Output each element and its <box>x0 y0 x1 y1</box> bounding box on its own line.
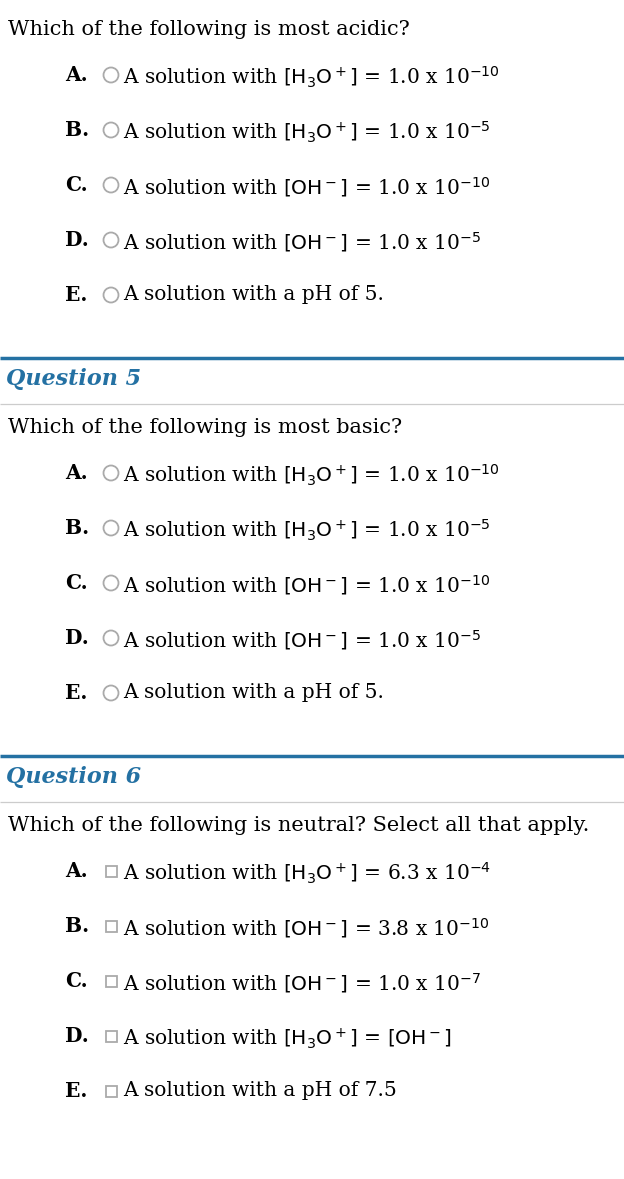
Text: A solution with $[\mathrm{H_3O^+}]$ = 1.0 x 10$^{-10}$: A solution with $[\mathrm{H_3O^+}]$ = 1.… <box>123 65 500 91</box>
Text: A solution with $[\mathrm{H_3O^+}]$ = $[\mathrm{OH^-}]$: A solution with $[\mathrm{H_3O^+}]$ = $[… <box>123 1026 452 1050</box>
Text: Question 6: Question 6 <box>6 766 141 788</box>
Text: A solution with a pH of 5.: A solution with a pH of 5. <box>123 683 384 702</box>
Text: Question 5: Question 5 <box>6 368 141 390</box>
Text: A solution with $[\mathrm{H_3O^+}]$ = 1.0 x 10$^{-5}$: A solution with $[\mathrm{H_3O^+}]$ = 1.… <box>123 120 490 145</box>
Text: D.: D. <box>65 230 89 250</box>
Text: A solution with $[\mathrm{H_3O^+}]$ = 1.0 x 10$^{-10}$: A solution with $[\mathrm{H_3O^+}]$ = 1.… <box>123 463 500 488</box>
Text: A solution with a pH of 7.5: A solution with a pH of 7.5 <box>123 1081 397 1100</box>
Text: B.: B. <box>65 518 89 538</box>
Text: C.: C. <box>65 174 87 195</box>
Text: A solution with $[\mathrm{H_3O^+}]$ = 1.0 x 10$^{-5}$: A solution with $[\mathrm{H_3O^+}]$ = 1.… <box>123 518 490 544</box>
Text: A solution with $[\mathrm{OH^-}]$ = 1.0 x 10$^{-5}$: A solution with $[\mathrm{OH^-}]$ = 1.0 … <box>123 230 481 253</box>
Text: A solution with $[\mathrm{OH^-}]$ = 3.8 x 10$^{-10}$: A solution with $[\mathrm{OH^-}]$ = 3.8 … <box>123 916 489 940</box>
Text: A solution with $[\mathrm{H_3O^+}]$ = 6.3 x 10$^{-4}$: A solution with $[\mathrm{H_3O^+}]$ = 6.… <box>123 861 491 887</box>
Text: A solution with a pH of 5.: A solution with a pH of 5. <box>123 285 384 304</box>
Text: A.: A. <box>65 65 87 85</box>
Text: Which of the following is most basic?: Which of the following is most basic? <box>8 419 402 437</box>
Text: D.: D. <box>65 1026 89 1046</box>
Text: A solution with $[\mathrm{OH^-}]$ = 1.0 x 10$^{-10}$: A solution with $[\mathrm{OH^-}]$ = 1.0 … <box>123 174 490 199</box>
Text: A solution with $[\mathrm{OH^-}]$ = 1.0 x 10$^{-7}$: A solution with $[\mathrm{OH^-}]$ = 1.0 … <box>123 971 481 995</box>
Text: C.: C. <box>65 971 87 992</box>
Text: A solution with $[\mathrm{OH^-}]$ = 1.0 x 10$^{-10}$: A solution with $[\mathrm{OH^-}]$ = 1.0 … <box>123 573 490 597</box>
Text: C.: C. <box>65 573 87 593</box>
Text: A solution with $[\mathrm{OH^-}]$ = 1.0 x 10$^{-5}$: A solution with $[\mathrm{OH^-}]$ = 1.0 … <box>123 628 481 652</box>
Text: E.: E. <box>65 1081 87 1101</box>
Text: Which of the following is neutral? Select all that apply.: Which of the following is neutral? Selec… <box>8 816 590 835</box>
Text: E.: E. <box>65 285 87 305</box>
Text: A.: A. <box>65 861 87 881</box>
Text: Which of the following is most acidic?: Which of the following is most acidic? <box>8 20 410 39</box>
Text: D.: D. <box>65 628 89 648</box>
Text: A.: A. <box>65 463 87 483</box>
Text: B.: B. <box>65 120 89 140</box>
Text: B.: B. <box>65 916 89 936</box>
Text: E.: E. <box>65 683 87 703</box>
